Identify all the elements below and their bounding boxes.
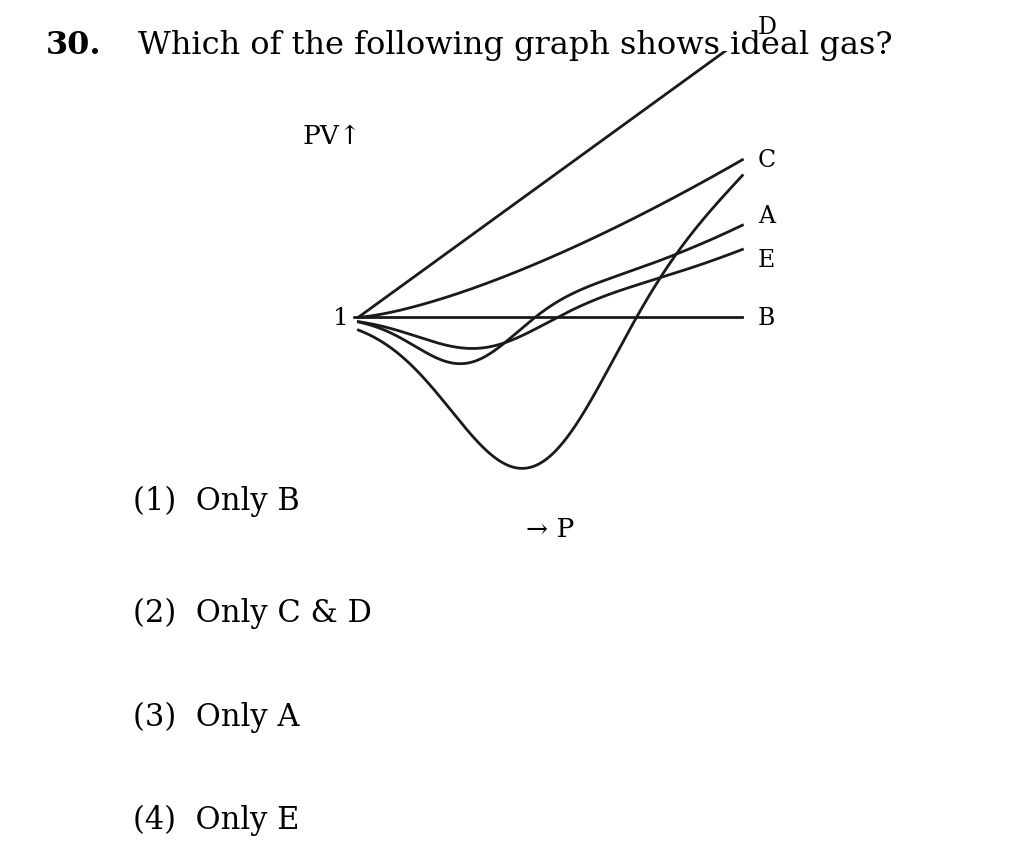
Text: 30.: 30. xyxy=(46,30,101,61)
Text: (1)  Only B: (1) Only B xyxy=(133,486,300,517)
Text: A: A xyxy=(758,205,775,227)
Text: D: D xyxy=(758,16,777,39)
Text: (3)  Only A: (3) Only A xyxy=(133,701,300,732)
Text: 1: 1 xyxy=(333,307,349,330)
Text: Which of the following graph shows ideal gas?: Which of the following graph shows ideal… xyxy=(138,30,893,61)
Text: E: E xyxy=(758,248,775,271)
Text: C: C xyxy=(758,149,776,172)
Text: → P: → P xyxy=(526,516,574,541)
Text: B: B xyxy=(758,307,775,330)
Text: (4)  Only E: (4) Only E xyxy=(133,804,300,835)
Text: PV↑: PV↑ xyxy=(302,124,361,149)
Text: (2)  Only C & D: (2) Only C & D xyxy=(133,598,372,629)
